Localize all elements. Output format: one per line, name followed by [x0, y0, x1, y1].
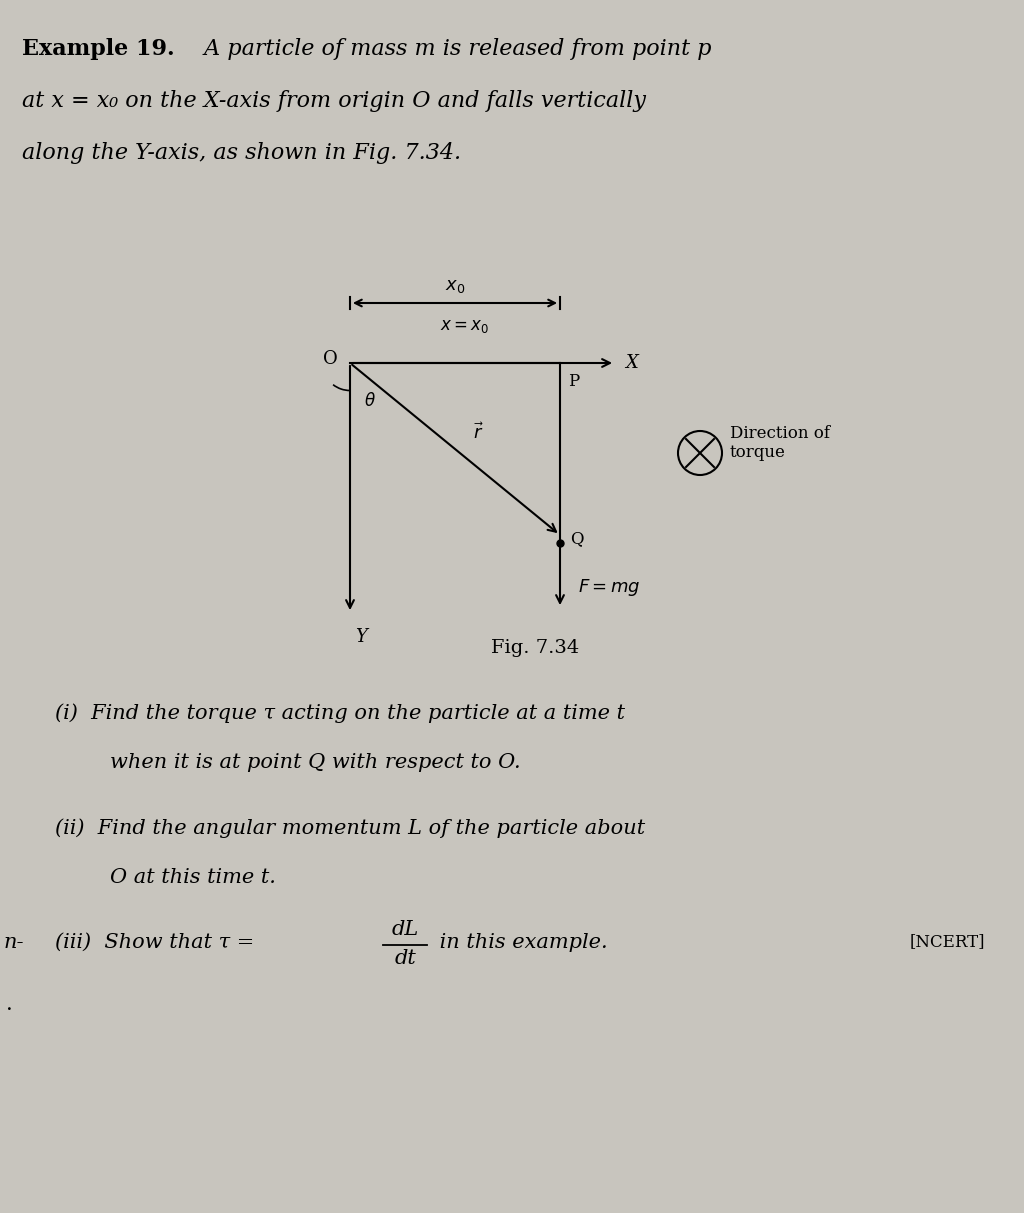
Text: $\vec{r}$: $\vec{r}$ [473, 422, 484, 444]
Text: at x = x₀ on the X-axis from origin O and falls vertically: at x = x₀ on the X-axis from origin O an… [22, 90, 646, 112]
Text: Fig. 7.34: Fig. 7.34 [490, 639, 580, 657]
Text: n-: n- [4, 933, 25, 952]
Text: .: . [6, 995, 12, 1014]
Text: X: X [625, 354, 638, 372]
Text: (ii)  Find the angular momentum L of the particle about: (ii) Find the angular momentum L of the … [55, 818, 645, 838]
Text: O at this time t.: O at this time t. [110, 869, 275, 887]
Text: $x = x_0$: $x = x_0$ [440, 318, 489, 335]
Text: Example 19.: Example 19. [22, 38, 175, 59]
Text: Y: Y [355, 628, 367, 647]
Text: O: O [324, 351, 338, 368]
Text: (iii)  Show that τ =: (iii) Show that τ = [55, 933, 254, 952]
Text: (i)  Find the torque τ acting on the particle at a time t: (i) Find the torque τ acting on the part… [55, 704, 625, 723]
Text: $x_0$: $x_0$ [444, 277, 465, 295]
Text: $F = mg$: $F = mg$ [578, 577, 641, 598]
Text: dL: dL [391, 919, 419, 939]
Text: $\theta$: $\theta$ [365, 392, 376, 410]
Text: [NCERT]: [NCERT] [909, 933, 985, 950]
Text: P: P [568, 374, 580, 391]
Text: dt: dt [394, 949, 416, 968]
Text: when it is at point Q with respect to O.: when it is at point Q with respect to O. [110, 753, 520, 771]
Text: A particle of mass m is released from point p: A particle of mass m is released from po… [197, 38, 712, 59]
Text: in this example.: in this example. [433, 933, 607, 952]
Text: along the Y-axis, as shown in Fig. 7.34.: along the Y-axis, as shown in Fig. 7.34. [22, 142, 461, 164]
Text: Direction of
torque: Direction of torque [730, 425, 830, 461]
Text: Q: Q [570, 530, 584, 547]
